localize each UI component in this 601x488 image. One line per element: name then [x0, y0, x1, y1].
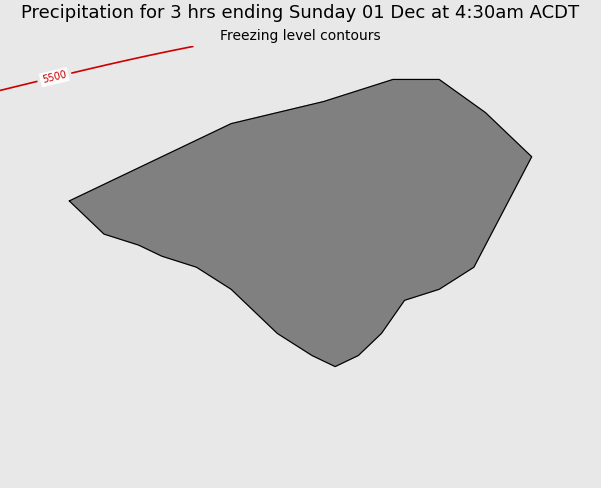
Text: 5500: 5500: [41, 69, 67, 85]
Text: Freezing level contours: Freezing level contours: [220, 29, 381, 43]
Polygon shape: [69, 80, 532, 366]
Text: Precipitation for 3 hrs ending Sunday 01 Dec at 4:30am ACDT: Precipitation for 3 hrs ending Sunday 01…: [22, 4, 579, 22]
